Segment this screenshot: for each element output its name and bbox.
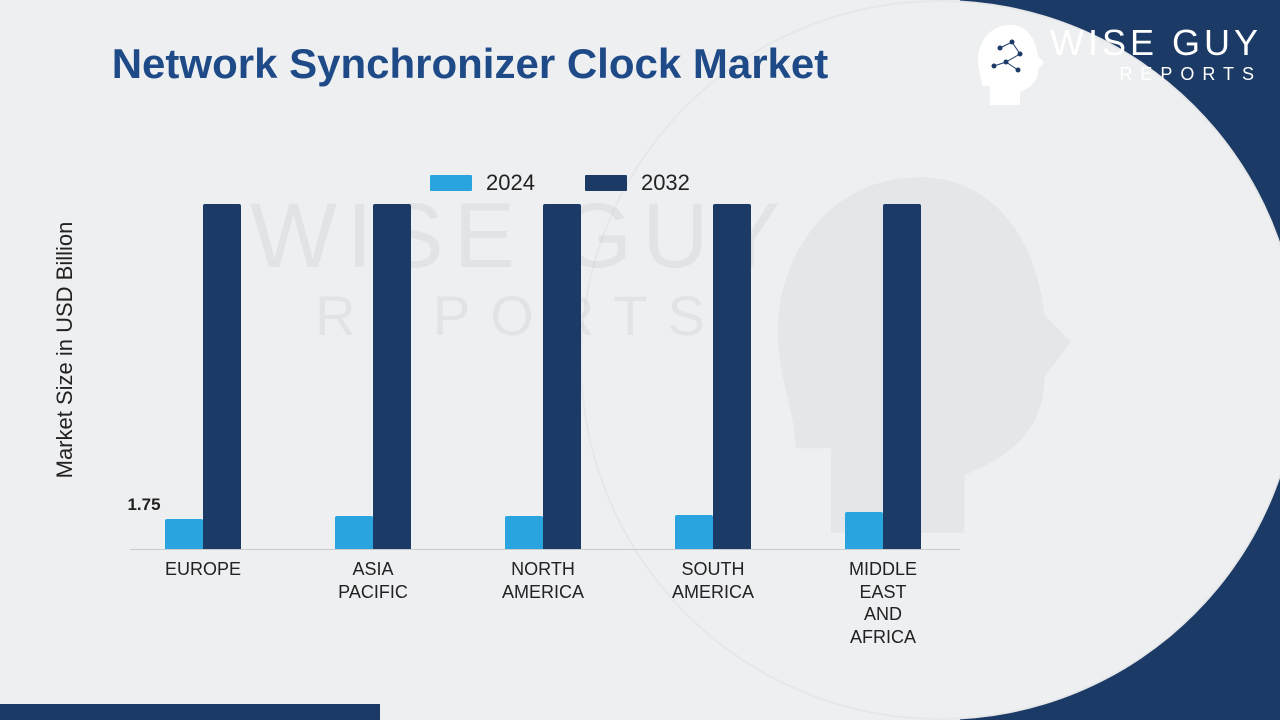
- bar: [675, 515, 713, 550]
- legend-label-2032: 2032: [641, 170, 690, 196]
- legend-swatch-2024: [430, 175, 472, 191]
- bar: [713, 204, 751, 549]
- chart-title: Network Synchronizer Clock Market: [60, 40, 880, 88]
- chart-plot-area: 1.75: [130, 205, 960, 550]
- bar: [373, 204, 411, 549]
- legend-swatch-2032: [585, 175, 627, 191]
- bar: [335, 516, 373, 549]
- bar: [505, 516, 543, 549]
- bar: [883, 204, 921, 549]
- legend-item-2024: 2024: [430, 170, 535, 196]
- x-axis-category: ASIAPACIFIC: [303, 558, 443, 603]
- bar: [845, 512, 883, 549]
- legend: 2024 2032: [430, 170, 690, 196]
- brand-logo-line1: WISE GUY: [1050, 22, 1262, 64]
- legend-label-2024: 2024: [486, 170, 535, 196]
- bar: [203, 204, 241, 549]
- brand-logo: WISE GUY REPORTS: [1050, 22, 1262, 85]
- x-axis-category: MIDDLEEASTANDAFRICA: [813, 558, 953, 648]
- legend-item-2032: 2032: [585, 170, 690, 196]
- bar: [543, 204, 581, 549]
- brand-logo-line2: REPORTS: [1050, 64, 1262, 85]
- y-axis-label: Market Size in USD Billion: [52, 222, 78, 479]
- x-axis-category: SOUTHAMERICA: [643, 558, 783, 603]
- x-axis-category: NORTHAMERICA: [473, 558, 613, 603]
- footer-accent-bar: [0, 704, 380, 720]
- bar: [165, 519, 203, 549]
- x-axis-category: EUROPE: [133, 558, 273, 581]
- chart-canvas: WISE GUY REPORTS WISE GUY REPORTS Networ…: [0, 0, 1280, 720]
- bar-value-label: 1.75: [119, 495, 169, 515]
- brand-head-icon: [970, 20, 1050, 110]
